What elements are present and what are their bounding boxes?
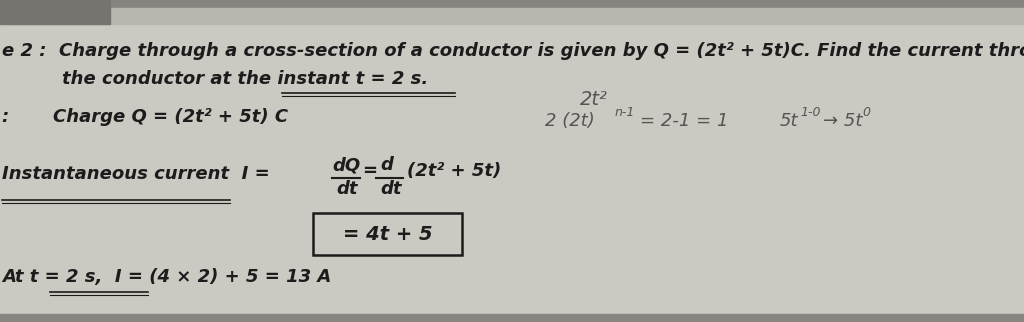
Bar bbox=[0, 0, 110, 24]
Text: d: d bbox=[380, 156, 393, 174]
Text: dt: dt bbox=[336, 180, 357, 198]
Bar bbox=[0, 314, 1024, 322]
Text: → 5t: → 5t bbox=[823, 112, 862, 130]
Text: = 2-1 = 1: = 2-1 = 1 bbox=[640, 112, 728, 130]
Text: 2 (2t): 2 (2t) bbox=[545, 112, 595, 130]
Text: the conductor at the instant t = 2 s.: the conductor at the instant t = 2 s. bbox=[62, 70, 428, 88]
Text: Instantaneous current  I =: Instantaneous current I = bbox=[2, 165, 269, 183]
Text: :       Charge Q = (2t² + 5t) C: : Charge Q = (2t² + 5t) C bbox=[2, 108, 288, 126]
Text: dQ: dQ bbox=[332, 156, 360, 174]
Text: 5t: 5t bbox=[780, 112, 799, 130]
Text: 2t²: 2t² bbox=[580, 90, 608, 109]
FancyBboxPatch shape bbox=[313, 213, 462, 255]
Text: 1-0: 1-0 bbox=[800, 106, 820, 119]
Text: dt: dt bbox=[380, 180, 401, 198]
Text: n-1: n-1 bbox=[615, 106, 635, 119]
Text: (2t² + 5t): (2t² + 5t) bbox=[407, 162, 502, 180]
Text: e 2 :  Charge through a cross-section of a conductor is given by Q = (2t² + 5t)C: e 2 : Charge through a cross-section of … bbox=[2, 42, 1024, 60]
Text: = 4t + 5: = 4t + 5 bbox=[343, 224, 432, 243]
Text: =: = bbox=[362, 162, 377, 180]
Text: 0: 0 bbox=[862, 106, 870, 119]
Text: At t = 2 s,  I = (4 × 2) + 5 = 13 A: At t = 2 s, I = (4 × 2) + 5 = 13 A bbox=[2, 268, 331, 286]
Bar bbox=[0, 0, 1024, 8]
Bar bbox=[0, 8, 1024, 24]
